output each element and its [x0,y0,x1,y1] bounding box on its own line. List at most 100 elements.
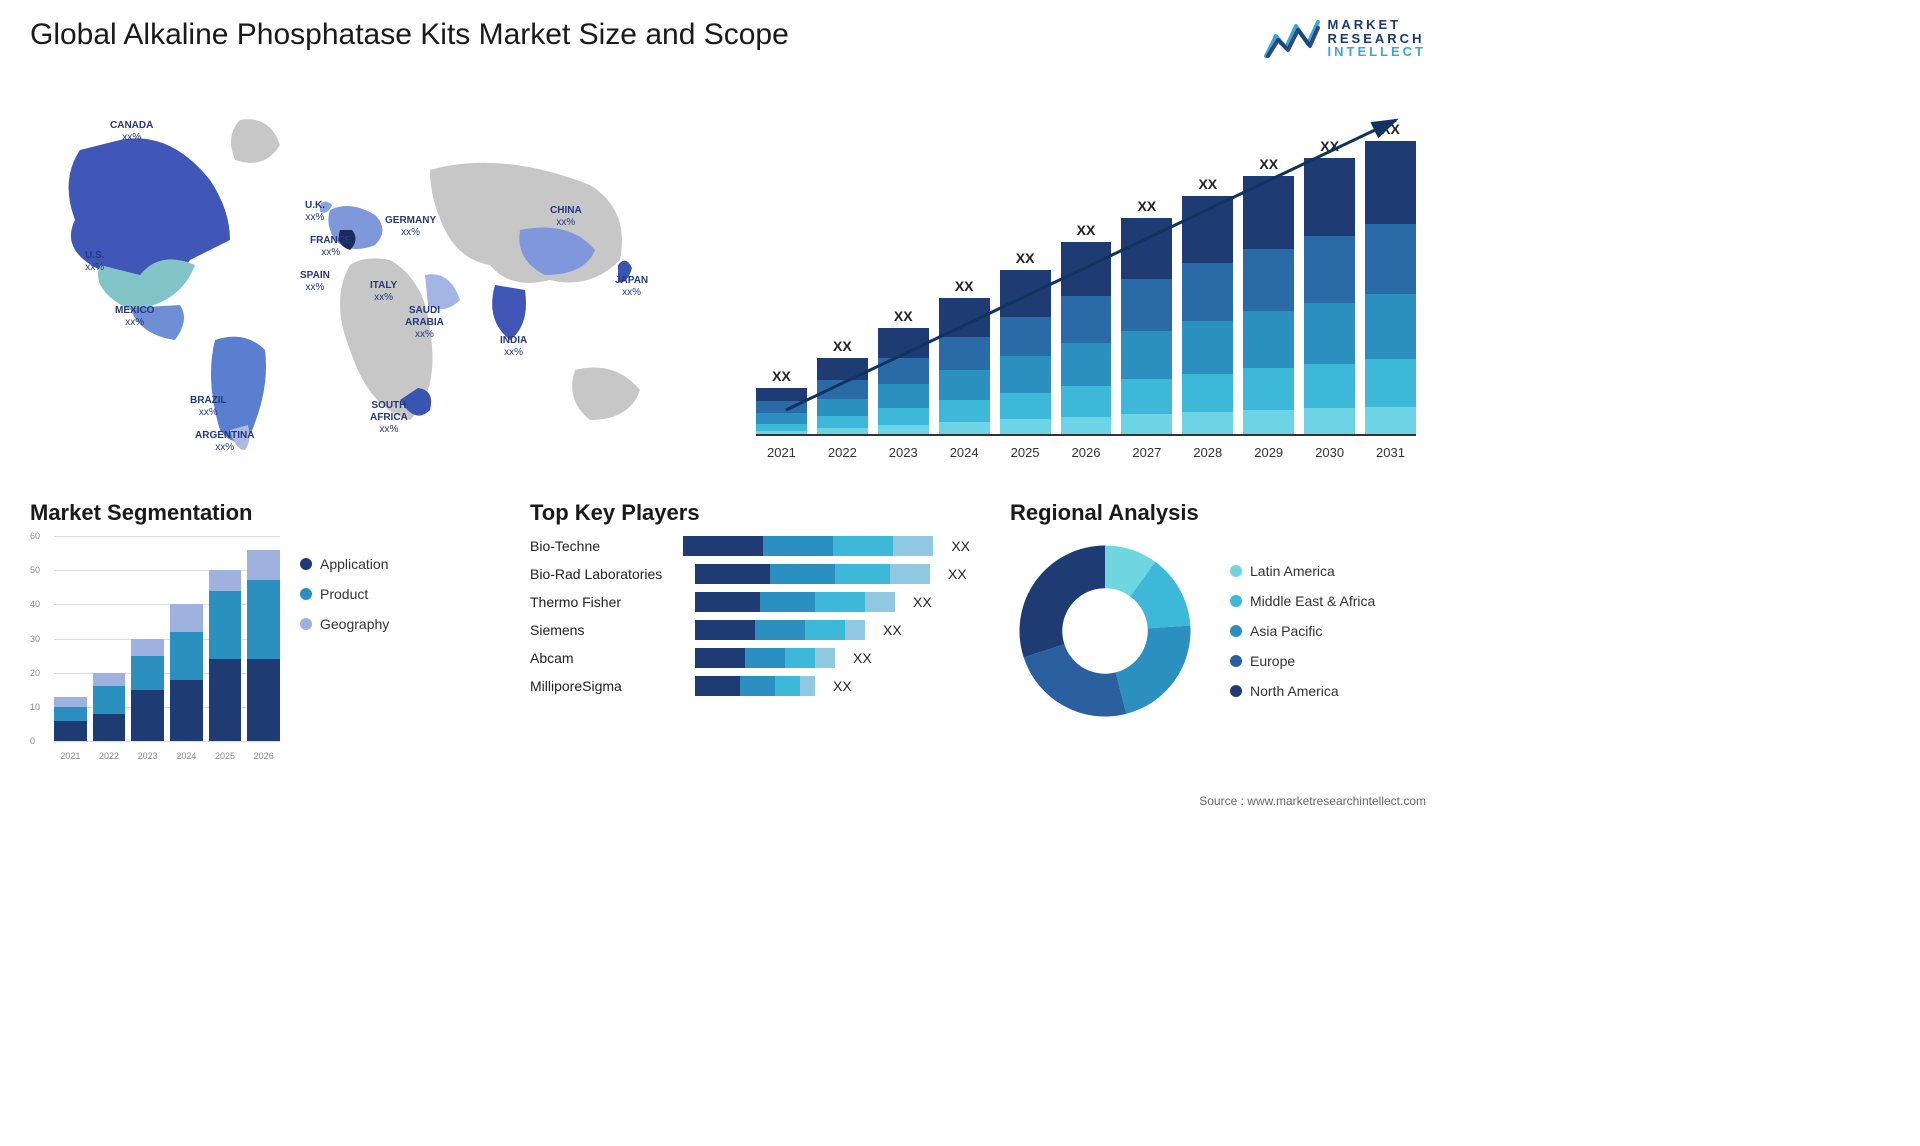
logo-line1: MARKET [1328,18,1427,32]
seg-bar [209,570,242,741]
key-player-row: SiemensXX [530,620,970,640]
seg-bar-segment [93,673,126,687]
growth-bar-segment [878,384,929,408]
map-label: SAUDIARABIAxx% [405,305,444,341]
key-player-row: Bio-TechneXX [530,536,970,556]
key-player-bar-segment [695,564,770,584]
key-player-name: Thermo Fisher [530,594,685,610]
key-player-value: XX [951,538,970,554]
key-players-rows: Bio-TechneXX Bio-Rad Laboratories XX Thermo… [530,536,970,696]
regional-legend-label: Middle East & Africa [1250,593,1375,609]
world-map-svg [30,90,690,460]
growth-bar-segment [1061,386,1112,417]
legend-dot-icon [1230,655,1242,667]
donut-slice [1116,626,1191,714]
logo-line2: RESEARCH [1328,32,1427,46]
segmentation-section: Market Segmentation 0102030405060 202120… [30,500,460,761]
growth-bar-label: XX [1198,176,1217,192]
seg-xtick-label: 2021 [54,751,87,761]
growth-bar-segment [1243,249,1294,311]
key-player-bar-segment [815,648,835,668]
growth-bar-segment [1121,279,1172,331]
map-label: CHINAxx% [550,205,582,229]
seg-ytick-label: 50 [30,565,40,575]
seg-xtick-label: 2025 [209,751,242,761]
world-map: CANADAxx%U.S.xx%MEXICOxx%BRAZILxx%ARGENT… [30,90,690,460]
regional-legend-item: Middle East & Africa [1230,593,1375,609]
growth-year-label: 2026 [1061,445,1112,460]
growth-bar: XX [1061,222,1112,436]
growth-year-label: 2024 [939,445,990,460]
growth-bar-segment [939,298,990,337]
seg-ytick-label: 40 [30,599,40,609]
seg-bar-segment [131,656,164,690]
page-title: Global Alkaline Phosphatase Kits Market … [30,18,789,52]
growth-bar: XX [939,278,990,436]
key-player-row: Thermo FisherXX [530,592,970,612]
map-label: GERMANYxx% [385,215,436,239]
growth-bar-segment [1182,412,1233,436]
seg-bar-segment [93,686,126,713]
seg-ytick-label: 10 [30,702,40,712]
key-player-bar [695,648,835,668]
legend-dot-icon [1230,625,1242,637]
key-player-bar-segment [800,676,815,696]
growth-year-label: 2027 [1121,445,1172,460]
key-player-bar-segment [695,592,760,612]
map-label: FRANCExx% [310,235,352,259]
key-player-name: MilliporeSigma [530,678,685,694]
logo-mark-icon [1264,18,1320,58]
key-player-bar [695,676,815,696]
key-player-bar-segment [890,564,930,584]
growth-bar-label: XX [1016,250,1035,266]
key-player-row: MilliporeSigmaXX [530,676,970,696]
key-player-name: Siemens [530,622,685,638]
legend-dot-icon [300,558,312,570]
seg-legend-label: Geography [320,616,389,632]
seg-bar-segment [54,707,87,721]
growth-bar-segment [1121,379,1172,414]
map-label: ARGENTINAxx% [195,430,254,454]
seg-bar-segment [170,604,203,631]
growth-bar-label: XX [894,308,913,324]
growth-year-label: 2021 [756,445,807,460]
key-player-row: Bio-Rad Laboratories XX [530,564,970,584]
map-label: BRAZILxx% [190,395,227,419]
key-player-name: Bio-Rad Laboratories [530,566,685,582]
growth-bar-segment [817,380,868,399]
growth-bar: XX [1000,250,1051,436]
seg-bar-segment [54,697,87,707]
key-player-bar-segment [745,648,785,668]
growth-bar-segment [939,370,990,400]
growth-bar-segment [756,401,807,413]
seg-bar-segment [131,639,164,656]
seg-bar-segment [131,690,164,741]
regional-legend-item: North America [1230,683,1375,699]
growth-bar: XX [1304,138,1355,436]
growth-bar: XX [817,338,868,436]
growth-bar-segment [1182,196,1233,263]
key-player-bar-segment [815,592,865,612]
growth-bar-label: XX [1138,198,1157,214]
growth-bar: XX [756,368,807,436]
growth-bar-segment [1365,407,1416,437]
growth-bar: XX [1365,121,1416,436]
key-player-value: XX [853,650,872,666]
key-player-bar-segment [833,536,893,556]
key-player-bar-segment [770,564,835,584]
key-player-bar-segment [785,648,815,668]
growth-bar-segment [1121,331,1172,379]
seg-ytick-label: 0 [30,736,35,746]
growth-bar: XX [1243,156,1294,436]
regional-section: Regional Analysis Latin AmericaMiddle Ea… [1010,500,1430,726]
key-players-title: Top Key Players [530,500,970,526]
legend-dot-icon [1230,565,1242,577]
growth-bar-segment [756,388,807,401]
map-label: CANADAxx% [110,120,153,144]
seg-ytick-label: 60 [30,531,40,541]
seg-gridline [54,741,280,742]
growth-bar: XX [1182,176,1233,436]
key-player-value: XX [948,566,967,582]
seg-bar-segment [170,632,203,680]
growth-bars: XXXXXXXXXXXXXXXXXXXXXX [756,116,1416,436]
